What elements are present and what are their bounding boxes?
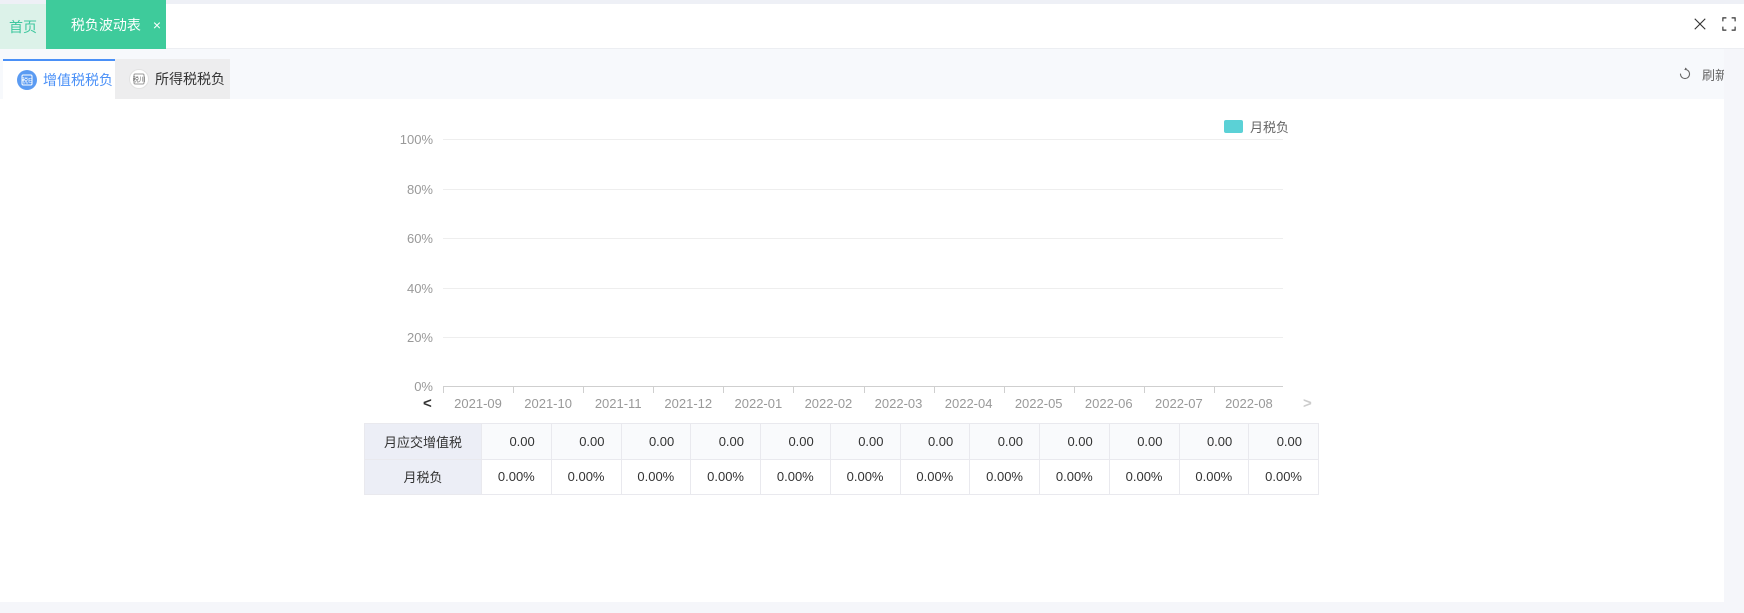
svg-text:税川: 税川 — [133, 74, 145, 83]
svg-text:税E: 税E — [22, 75, 33, 84]
